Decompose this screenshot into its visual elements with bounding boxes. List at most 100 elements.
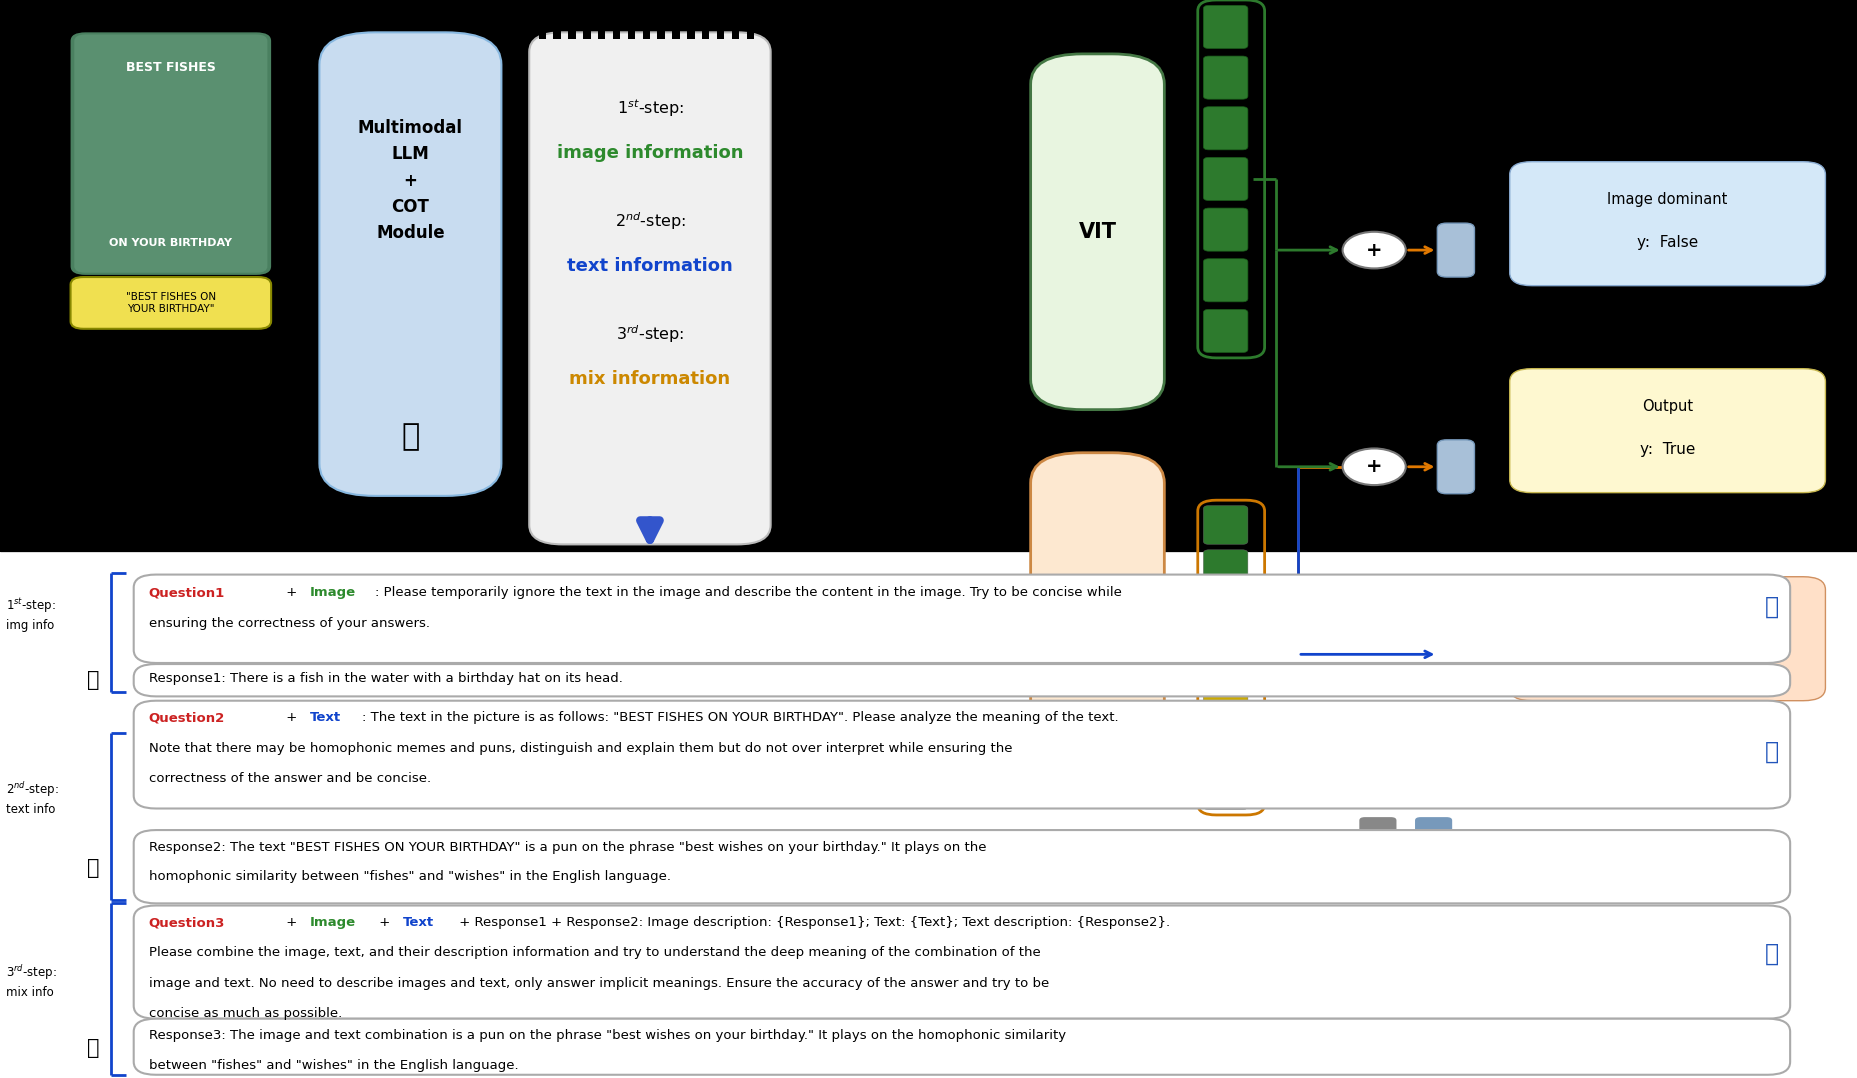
Text: concise as much as possible.: concise as much as possible. <box>149 1007 342 1020</box>
Text: Note that there may be homophonic memes and puns, distinguish and explain them b: Note that there may be homophonic memes … <box>149 742 1012 755</box>
Bar <box>747 30 754 39</box>
Text: correctness of the answer and be concise.: correctness of the answer and be concise… <box>149 772 431 785</box>
Text: ON YOUR BIRTHDAY: ON YOUR BIRTHDAY <box>110 237 232 248</box>
FancyBboxPatch shape <box>1203 727 1248 765</box>
Text: Question1: Question1 <box>149 586 225 599</box>
Bar <box>568 30 576 39</box>
Circle shape <box>1343 232 1406 268</box>
Text: Text: Text <box>403 916 435 929</box>
FancyBboxPatch shape <box>1510 369 1825 493</box>
FancyBboxPatch shape <box>1471 772 1508 802</box>
Text: Text dominant: Text dominant <box>1616 607 1720 622</box>
Text: homophonic similarity between "fishes" and "wishes" in the English language.: homophonic similarity between "fishes" a… <box>149 870 670 883</box>
FancyBboxPatch shape <box>1510 162 1825 286</box>
FancyBboxPatch shape <box>1031 453 1164 771</box>
Text: $3^{rd}$-step:
mix info: $3^{rd}$-step: mix info <box>6 963 56 999</box>
Text: : The text in the picture is as follows: "BEST FISHES ON YOUR BIRTHDAY". Please : : The text in the picture is as follows:… <box>362 711 1118 724</box>
Text: 👤: 👤 <box>1764 942 1779 966</box>
Text: Text: Text <box>310 711 342 724</box>
Text: +: + <box>375 916 396 929</box>
FancyBboxPatch shape <box>134 830 1790 903</box>
FancyBboxPatch shape <box>1203 5 1248 49</box>
Text: ensuring the correctness of your answers.: ensuring the correctness of your answers… <box>149 617 429 630</box>
Text: $1^{st}$-step:
img info: $1^{st}$-step: img info <box>6 596 56 633</box>
FancyBboxPatch shape <box>134 701 1790 808</box>
Text: $1^{st}$-step:: $1^{st}$-step: <box>617 97 683 119</box>
FancyBboxPatch shape <box>1203 550 1248 589</box>
Text: Image: Image <box>310 586 357 599</box>
FancyBboxPatch shape <box>1203 638 1248 677</box>
Text: Response1: There is a fish in the water with a birthday hat on its head.: Response1: There is a fish in the water … <box>149 672 622 685</box>
FancyBboxPatch shape <box>1203 771 1248 810</box>
Text: 🤖: 🤖 <box>401 423 420 451</box>
Text: Response2: The text "BEST FISHES ON YOUR BIRTHDAY" is a pun on the phrase "best : Response2: The text "BEST FISHES ON YOUR… <box>149 841 986 854</box>
Text: Question2: Question2 <box>149 711 225 724</box>
Text: : Please temporarily ignore the text in the image and describe the content in th: : Please temporarily ignore the text in … <box>375 586 1122 599</box>
Text: text information: text information <box>566 258 734 275</box>
Text: 👤: 👤 <box>1764 740 1779 763</box>
Text: 🤖: 🤖 <box>87 1038 98 1058</box>
Text: + Response1 + Response2: Image description: {Response1}; Text: {Text}; Text desc: + Response1 + Response2: Image descripti… <box>455 916 1170 929</box>
FancyBboxPatch shape <box>1437 440 1474 494</box>
Text: y:  True: y: True <box>1640 650 1695 665</box>
Text: Question3: Question3 <box>149 916 225 929</box>
Bar <box>732 30 739 39</box>
Text: $2^{nd}$-step:: $2^{nd}$-step: <box>615 210 685 232</box>
Bar <box>702 30 709 39</box>
FancyBboxPatch shape <box>319 32 501 496</box>
Text: Response3: The image and text combination is a pun on the phrase "best wishes on: Response3: The image and text combinatio… <box>149 1029 1066 1042</box>
FancyBboxPatch shape <box>1203 594 1248 633</box>
FancyBboxPatch shape <box>71 277 271 329</box>
Bar <box>687 30 695 39</box>
FancyBboxPatch shape <box>1203 506 1248 544</box>
FancyBboxPatch shape <box>1510 577 1825 701</box>
Bar <box>643 30 650 39</box>
Text: mix information: mix information <box>570 371 730 388</box>
FancyBboxPatch shape <box>74 34 267 273</box>
FancyBboxPatch shape <box>1203 157 1248 201</box>
Bar <box>657 30 665 39</box>
FancyBboxPatch shape <box>134 575 1790 663</box>
Text: image information: image information <box>557 144 743 162</box>
FancyBboxPatch shape <box>1203 107 1248 150</box>
FancyBboxPatch shape <box>134 1019 1790 1075</box>
FancyBboxPatch shape <box>1203 208 1248 251</box>
Text: Output: Output <box>1642 399 1694 414</box>
Text: "BEST FISHES ON
YOUR BIRTHDAY": "BEST FISHES ON YOUR BIRTHDAY" <box>126 292 215 314</box>
Text: Image: Image <box>310 916 357 929</box>
FancyBboxPatch shape <box>1415 817 1452 847</box>
FancyBboxPatch shape <box>1203 56 1248 99</box>
FancyBboxPatch shape <box>1437 627 1474 681</box>
Bar <box>583 30 591 39</box>
FancyBboxPatch shape <box>1203 259 1248 302</box>
FancyBboxPatch shape <box>529 32 771 544</box>
Text: 👤: 👤 <box>1764 595 1779 619</box>
FancyBboxPatch shape <box>134 664 1790 696</box>
Text: Multimodal
LLM
+
COT
Module: Multimodal LLM + COT Module <box>358 119 462 243</box>
Text: +: + <box>282 711 303 724</box>
Text: Image dominant: Image dominant <box>1608 192 1727 207</box>
Bar <box>613 30 620 39</box>
FancyBboxPatch shape <box>1437 223 1474 277</box>
Bar <box>628 30 635 39</box>
FancyBboxPatch shape <box>71 32 271 275</box>
FancyBboxPatch shape <box>1359 772 1396 802</box>
Circle shape <box>1343 448 1406 485</box>
Bar <box>598 30 605 39</box>
FancyBboxPatch shape <box>1415 772 1452 802</box>
Text: XLMR: XLMR <box>1064 602 1131 622</box>
FancyBboxPatch shape <box>1359 817 1396 847</box>
FancyBboxPatch shape <box>1031 54 1164 410</box>
Text: +: + <box>282 916 303 929</box>
Text: VIT: VIT <box>1079 222 1116 241</box>
Bar <box>717 30 724 39</box>
Bar <box>672 30 680 39</box>
Text: BEST FISHES: BEST FISHES <box>126 61 215 74</box>
FancyBboxPatch shape <box>1203 682 1248 721</box>
Bar <box>553 30 561 39</box>
FancyBboxPatch shape <box>134 906 1790 1019</box>
Bar <box>539 30 546 39</box>
Text: y:  True: y: True <box>1640 442 1695 457</box>
Text: between "fishes" and "wishes" in the English language.: between "fishes" and "wishes" in the Eng… <box>149 1059 518 1072</box>
Text: image and text. No need to describe images and text, only answer implicit meanin: image and text. No need to describe imag… <box>149 977 1049 990</box>
